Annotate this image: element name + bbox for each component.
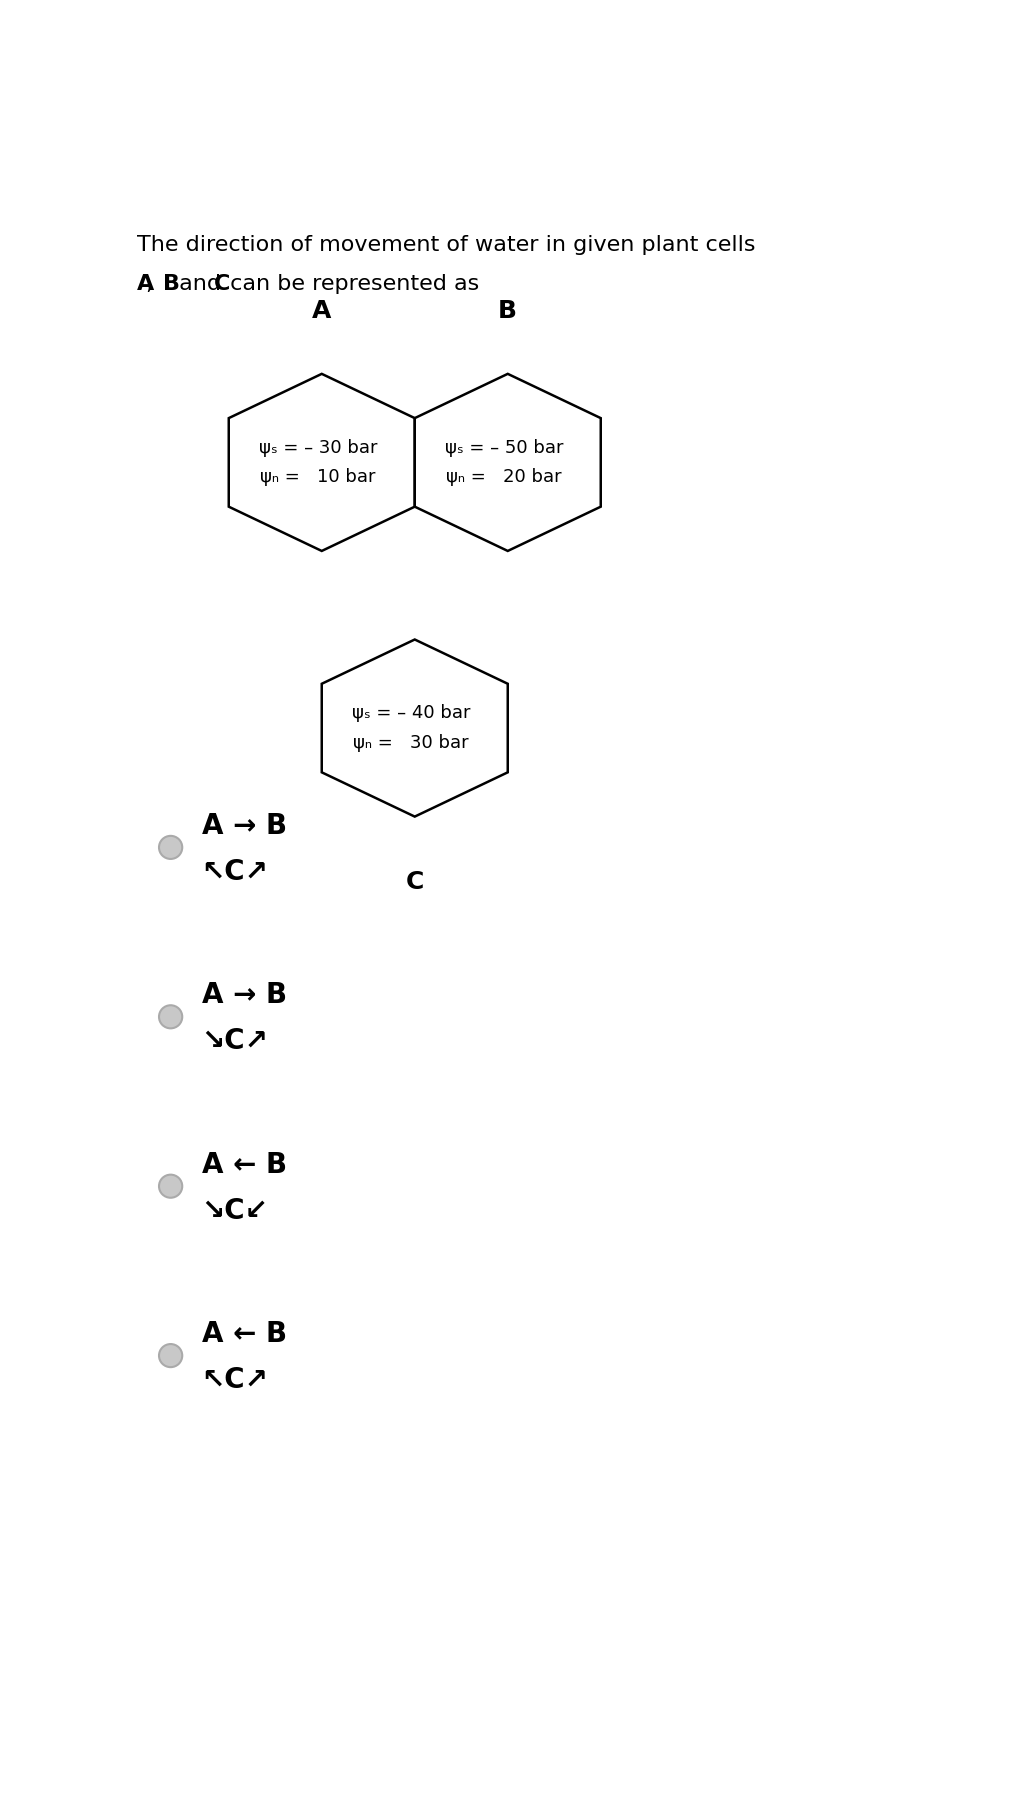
- Text: A ← B: A ← B: [202, 1319, 287, 1348]
- Text: C: C: [214, 274, 230, 293]
- Text: ψₙ =   30 bar: ψₙ = 30 bar: [353, 734, 469, 752]
- Text: A: A: [137, 274, 155, 293]
- Text: ↘C↙: ↘C↙: [202, 1197, 268, 1224]
- Text: B: B: [499, 299, 517, 324]
- Text: The direction of movement of water in given plant cells: The direction of movement of water in gi…: [137, 236, 756, 256]
- Text: ↖C↗: ↖C↗: [202, 859, 268, 886]
- Text: can be represented as: can be represented as: [222, 274, 479, 293]
- Text: ψₙ =   20 bar: ψₙ = 20 bar: [446, 468, 562, 486]
- Text: ↖C↗: ↖C↗: [202, 1366, 268, 1395]
- Circle shape: [159, 835, 182, 859]
- Text: B: B: [163, 274, 180, 293]
- Text: and: and: [172, 274, 228, 293]
- Text: ψₙ =   10 bar: ψₙ = 10 bar: [260, 468, 376, 486]
- Text: A → B: A → B: [202, 981, 287, 1010]
- Circle shape: [159, 1004, 182, 1028]
- Text: C: C: [406, 869, 424, 895]
- Text: ,: ,: [146, 274, 161, 293]
- Circle shape: [159, 1345, 182, 1368]
- Text: A → B: A → B: [202, 812, 287, 841]
- Text: ψₛ = – 30 bar: ψₛ = – 30 bar: [259, 439, 377, 457]
- Text: ψₛ = – 50 bar: ψₛ = – 50 bar: [444, 439, 563, 457]
- Text: ↘C↗: ↘C↗: [202, 1028, 268, 1055]
- Circle shape: [159, 1175, 182, 1197]
- Text: A ← B: A ← B: [202, 1150, 287, 1179]
- Text: A: A: [312, 299, 332, 324]
- Text: ψₛ = – 40 bar: ψₛ = – 40 bar: [351, 704, 470, 722]
